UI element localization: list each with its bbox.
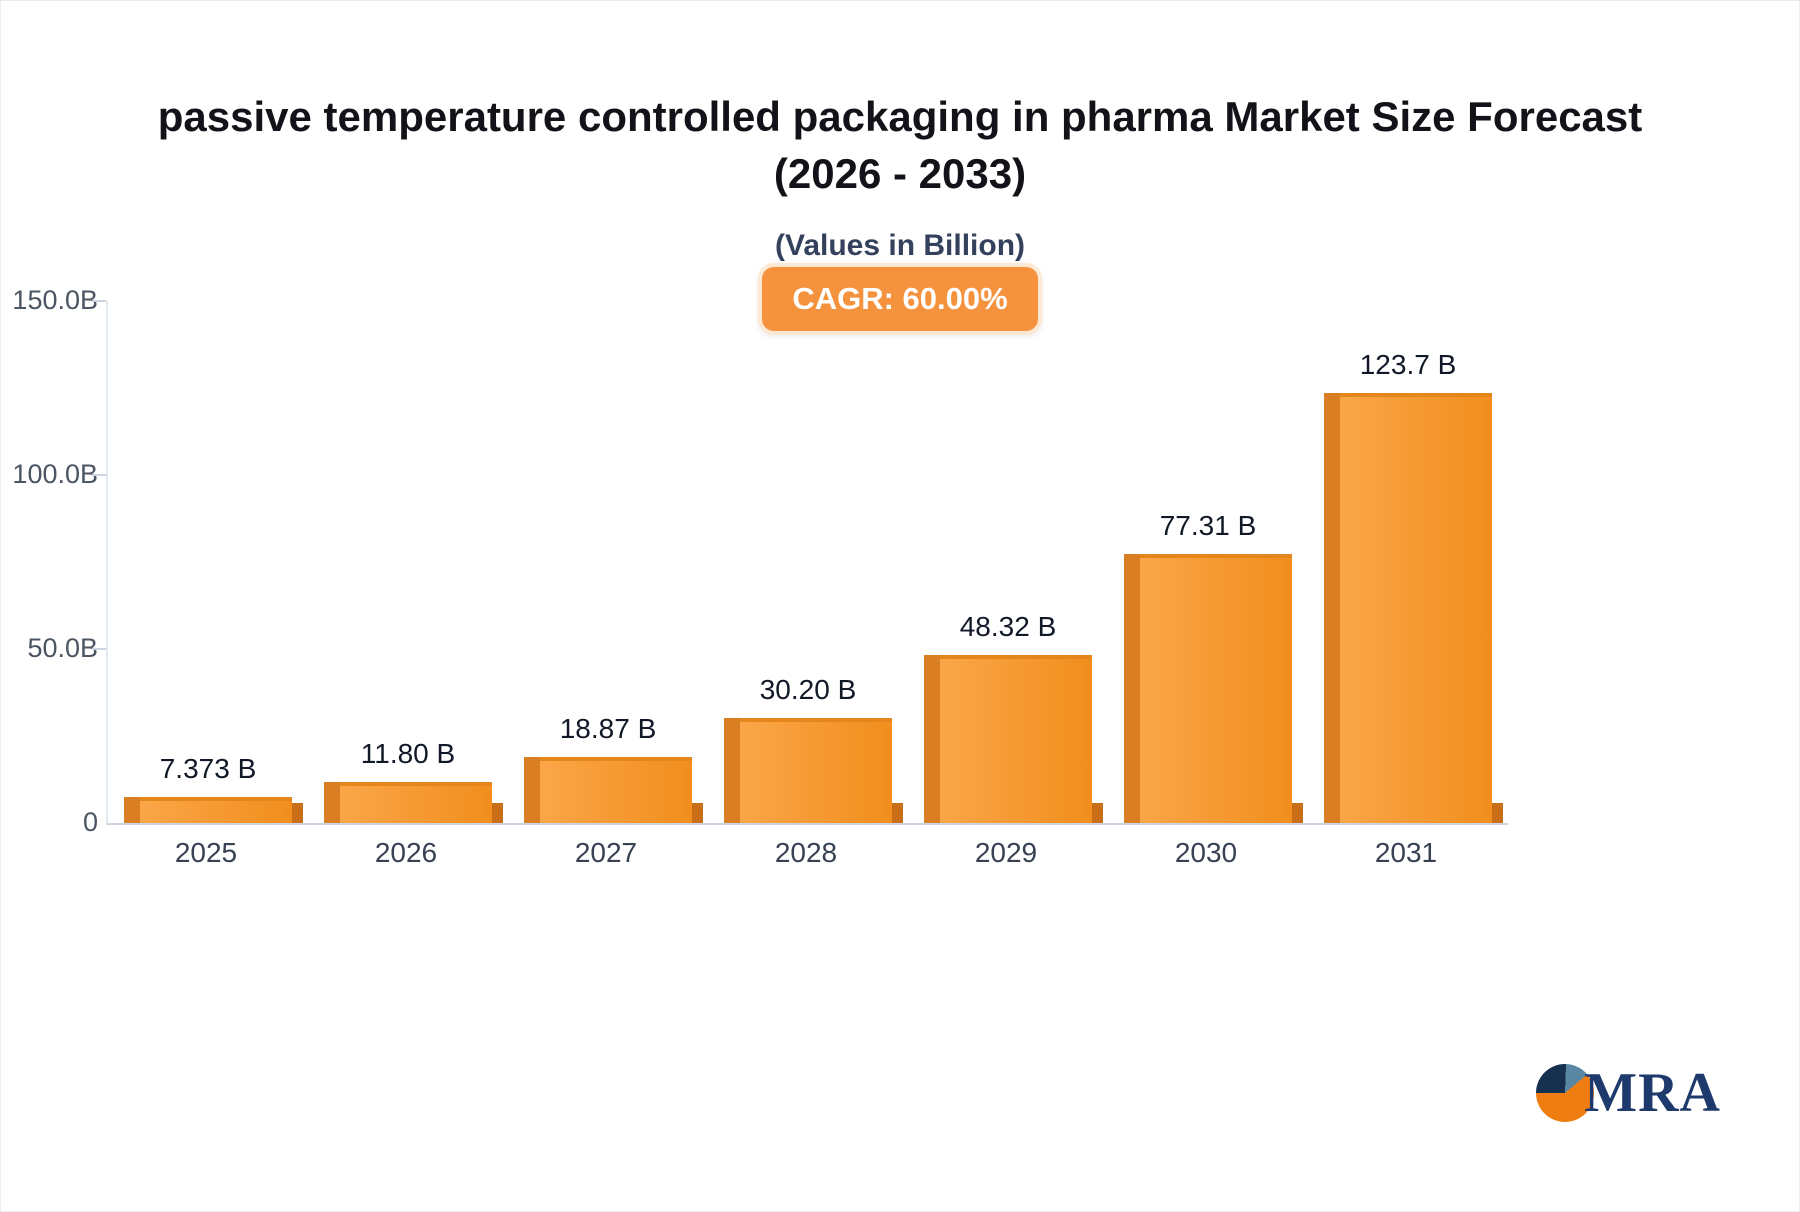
chart-subtitle: (Values in Billion) <box>774 229 1026 262</box>
bar-2029 <box>924 655 1103 823</box>
bar-value-label: 11.80 B <box>360 738 456 769</box>
bar-value-label: 18.87 B <box>559 713 657 744</box>
x-axis-label-2031: 2031 <box>1374 837 1438 868</box>
bar-back-face <box>1492 803 1503 823</box>
bar-front-face <box>740 718 892 823</box>
bar-slot-2030: 77.31 B <box>1108 301 1308 823</box>
bar-value-label: 30.20 B <box>759 674 857 705</box>
y-axis-label-150.0B: 150.0B <box>12 285 98 315</box>
x-axis-labels: 2025 2026 2027 2028 2029 2030 2031 <box>106 837 1506 869</box>
bar-2028 <box>724 718 903 823</box>
x-axis-label-2025: 2025 <box>174 837 238 868</box>
bar-slot-2026: 11.80 B <box>308 301 508 823</box>
bar-side-face <box>724 718 740 823</box>
bar-back-face <box>692 803 703 823</box>
bar-side-face <box>524 757 540 823</box>
bar-front-face <box>1140 554 1292 823</box>
bar-slot-2029: 48.32 B <box>908 301 1108 823</box>
bar-side-face <box>1324 393 1340 823</box>
bar-value-label: 77.31 B <box>1159 510 1257 541</box>
y-axis-tick <box>92 474 106 476</box>
logo-text: MRA <box>1584 1062 1721 1124</box>
bar-2025 <box>124 797 303 823</box>
bar-side-face <box>1124 554 1140 823</box>
x-axis-label-2030: 2030 <box>1174 837 1238 868</box>
bar-2030 <box>1124 554 1303 823</box>
y-axis-label-0: 0 <box>82 807 98 837</box>
bar-slot-2027: 18.87 B <box>508 301 708 823</box>
bar-front-face <box>940 655 1092 823</box>
bar-front-face <box>540 757 692 823</box>
bar-back-face <box>892 803 903 823</box>
bar-2027 <box>524 757 703 823</box>
bar-slot-2031: 123.7 B <box>1308 301 1508 823</box>
brand-logo: MRA <box>1536 1061 1721 1125</box>
bar-front-face <box>1340 393 1492 823</box>
bar-side-face <box>124 797 140 823</box>
plot-area: 7.373 B 11.80 B 18.87 B 30.20 B 48.32 B 77.31… <box>12 285 1508 837</box>
bar-2026 <box>324 782 503 823</box>
mra-pie-logo-icon <box>1536 1064 1595 1122</box>
bar-back-face <box>1292 803 1303 823</box>
x-axis-label-2028: 2028 <box>774 837 838 868</box>
bar-slot-2025: 7.373 B <box>108 301 308 823</box>
x-axis-label-2027: 2027 <box>574 837 638 868</box>
bar-value-label: 7.373 B <box>159 753 257 784</box>
bar-slot-2028: 30.20 B <box>708 301 908 823</box>
bar-back-face <box>292 803 303 823</box>
bar-side-face <box>324 782 340 823</box>
bar-front-face <box>140 797 292 823</box>
bar-2031 <box>1324 393 1503 823</box>
y-axis-label-50.0B: 50.0B <box>27 633 98 663</box>
bar-side-face <box>924 655 940 823</box>
y-axis-tick <box>92 300 106 302</box>
bar-back-face <box>492 803 503 823</box>
cagr-badge: CAGR: 60.00% <box>758 263 1042 335</box>
bar-value-label: 48.32 B <box>959 611 1057 642</box>
y-axis-label-100.0B: 100.0B <box>12 459 98 489</box>
bar-front-face <box>340 782 492 823</box>
x-axis-label-2026: 2026 <box>374 837 438 868</box>
chart-title: passive temperature controlled packaging… <box>157 93 1643 197</box>
y-axis-tick <box>92 648 106 650</box>
cagr-badge-wrap: CAGR: 60.00% <box>1 263 1799 335</box>
bar-back-face <box>1092 803 1103 823</box>
bar-value-label: 123.7 B <box>1359 349 1457 380</box>
x-axis-label-2029: 2029 <box>974 837 1038 868</box>
